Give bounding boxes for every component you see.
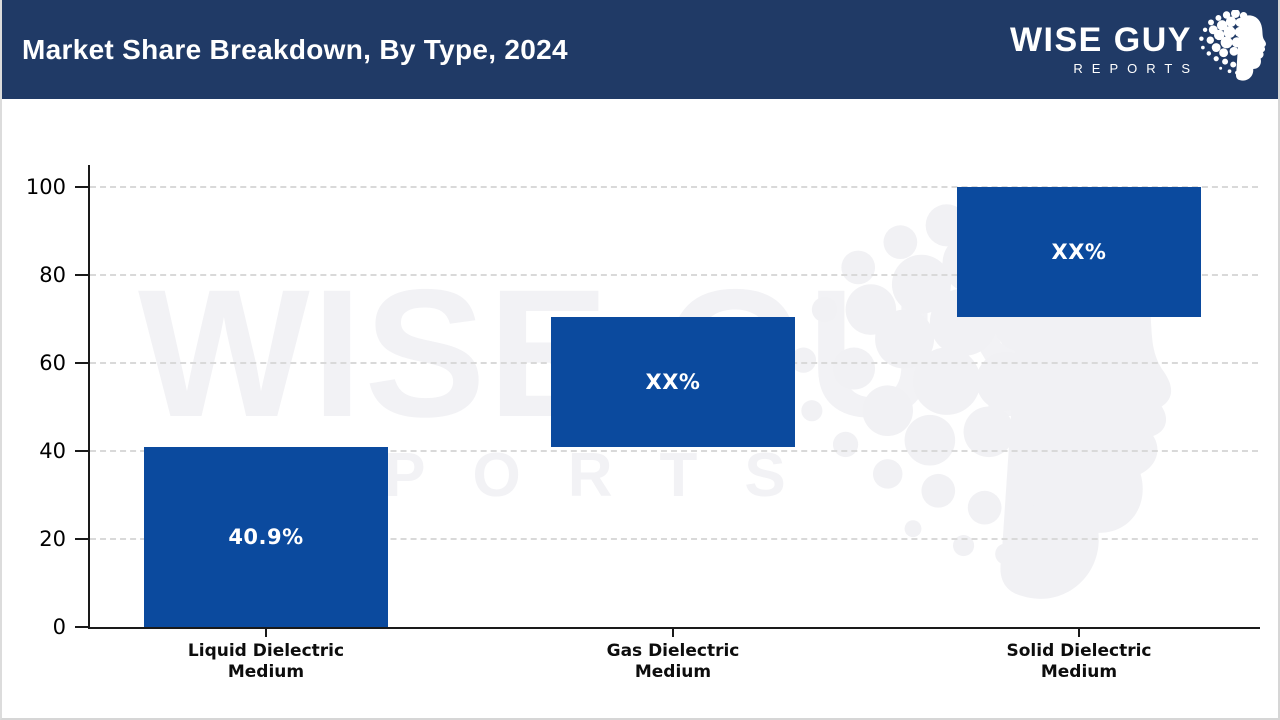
x-axis-label: Gas Dielectric Medium [606, 641, 740, 682]
gridline [90, 450, 1258, 452]
y-tick-label: 100 [25, 175, 66, 199]
y-tick-label: 80 [39, 263, 66, 287]
y-tick [75, 626, 89, 628]
x-tick [1078, 629, 1080, 637]
y-axis-spine [88, 165, 90, 629]
gridline [90, 274, 1258, 276]
y-tick-label: 40 [39, 439, 66, 463]
bar: 40.9% [144, 447, 388, 627]
bar-value-label: XX% [1051, 240, 1107, 265]
brand-name: WISE GUY [1009, 21, 1192, 59]
x-tick [265, 629, 267, 637]
header-bar: Market Share Breakdown, By Type, 2024 WI… [2, 0, 1278, 99]
y-tick [75, 274, 89, 276]
brand-text: WISE GUY REPORTS [1010, 22, 1192, 76]
y-tick [75, 538, 89, 540]
x-axis-label: Liquid Dielectric Medium [187, 641, 345, 682]
bar: XX% [957, 187, 1201, 318]
brand-logo: WISE GUY REPORTS [1005, 8, 1270, 94]
y-tick-label: 20 [39, 527, 66, 551]
brand-subtitle: REPORTS [1073, 61, 1199, 76]
gridline [90, 538, 1258, 540]
gridline [90, 186, 1258, 188]
brand-face-icon [1199, 10, 1266, 81]
y-tick-label: 0 [52, 615, 66, 639]
x-axis-label: Solid Dielectric Medium [1006, 641, 1152, 682]
x-axis-spine [88, 627, 1260, 629]
bar-value-label: 40.9% [228, 525, 304, 549]
page-title: Market Share Breakdown, By Type, 2024 [22, 33, 568, 65]
y-tick [75, 186, 89, 188]
x-tick [672, 629, 674, 637]
bar: XX% [551, 317, 795, 448]
y-tick [75, 450, 89, 452]
y-tick-label: 60 [39, 351, 66, 375]
bar-value-label: XX% [645, 370, 701, 395]
y-tick [75, 362, 89, 364]
